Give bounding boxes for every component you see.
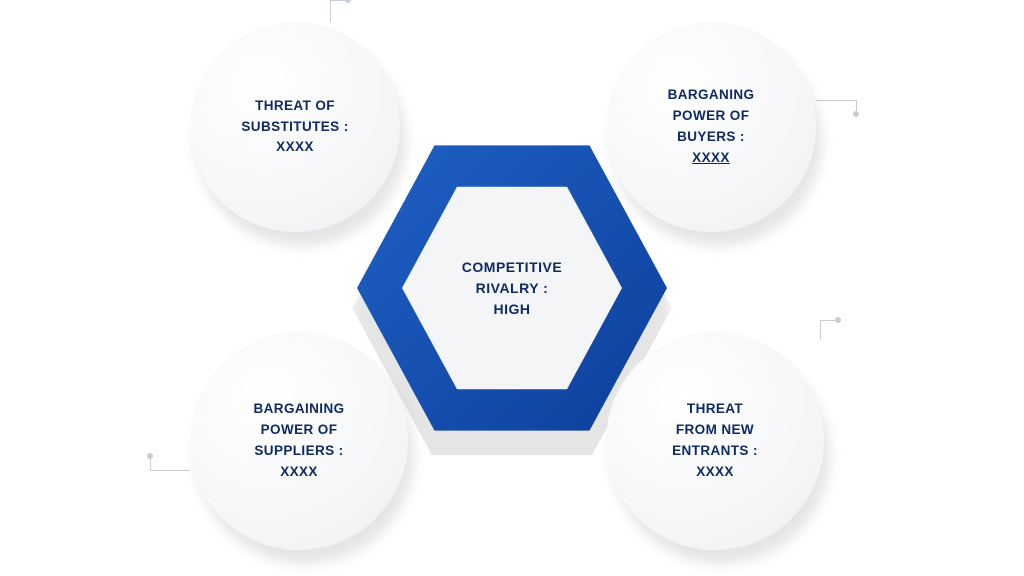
connector-line — [150, 470, 190, 471]
node-threat-of-substitutes: THREAT OF SUBSTITUTES : XXXX — [190, 22, 400, 232]
text-line: ENTRANTS : — [672, 443, 758, 458]
text-line: BARGAINING — [254, 401, 345, 416]
center-line2: RIVALRY : — [476, 280, 549, 296]
node-label: THREAT FROM NEW ENTRANTS : XXXX — [650, 399, 780, 483]
text-line: FROM NEW — [676, 422, 754, 437]
text-line: BARGANING — [668, 87, 755, 102]
connector-dot — [835, 317, 841, 323]
node-bargaining-power-suppliers: BARGAINING POWER OF SUPPLIERS : XXXX — [190, 332, 408, 550]
connector-line — [816, 100, 856, 101]
node-label: THREAT OF SUBSTITUTES : XXXX — [219, 96, 370, 159]
node-label: BARGAINING POWER OF SUPPLIERS : XXXX — [232, 399, 367, 483]
connector-dot — [853, 111, 859, 117]
text-line: SUBSTITUTES : — [241, 119, 348, 134]
node-bargaining-power-buyers: BARGANING POWER OF BUYERS : XXXX — [606, 22, 816, 232]
connector-line — [820, 320, 821, 340]
text-line: XXXX — [276, 139, 314, 154]
center-label: COMPETITIVE RIVALRY : HIGH — [452, 257, 572, 320]
text-line: XXXX — [280, 464, 318, 479]
center-line1: COMPETITIVE — [462, 259, 562, 275]
connector-line — [330, 0, 331, 22]
text-line: BUYERS : — [677, 129, 745, 144]
connector-dot — [345, 0, 351, 3]
text-line: THREAT — [687, 401, 743, 416]
node-label: BARGANING POWER OF BUYERS : XXXX — [646, 85, 777, 169]
center-line3: HIGH — [494, 301, 531, 317]
five-forces-diagram: COMPETITIVE RIVALRY : HIGH THREAT OF SUB… — [0, 0, 1024, 576]
text-line: POWER OF — [673, 108, 750, 123]
text-line: POWER OF — [261, 422, 338, 437]
text-line: SUPPLIERS : — [254, 443, 343, 458]
text-line: THREAT OF — [255, 98, 335, 113]
connector-dot — [147, 453, 153, 459]
text-line-underlined: XXXX — [692, 150, 730, 165]
node-threat-new-entrants: THREAT FROM NEW ENTRANTS : XXXX — [606, 332, 824, 550]
text-line: XXXX — [696, 464, 734, 479]
